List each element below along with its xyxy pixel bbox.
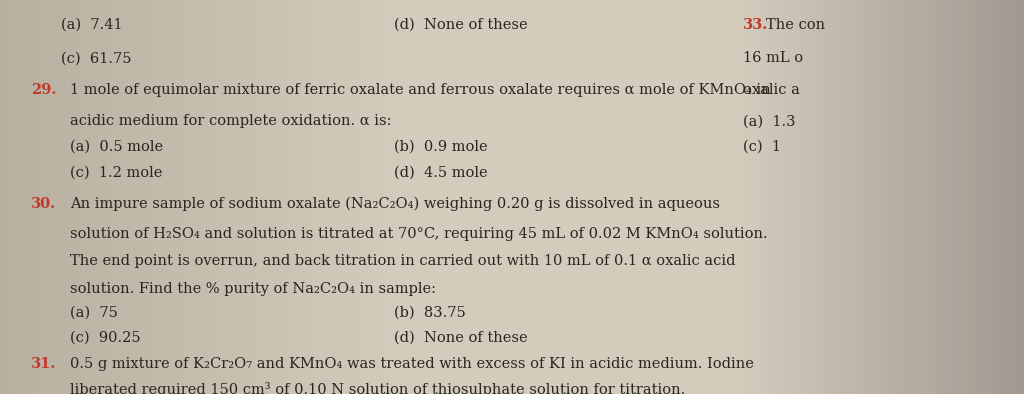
Text: (a)  1.3: (a) 1.3: [743, 114, 796, 128]
Text: solution of H₂SO₄ and solution is titrated at 70°C, requiring 45 mL of 0.02 M KM: solution of H₂SO₄ and solution is titrat…: [70, 227, 767, 241]
Text: 30.: 30.: [31, 197, 56, 211]
Text: oxalic a: oxalic a: [743, 83, 801, 97]
Text: (c)  90.25: (c) 90.25: [70, 331, 140, 345]
Text: 29.: 29.: [31, 83, 56, 97]
Text: (d)  None of these: (d) None of these: [394, 18, 527, 32]
Text: (d)  4.5 mole: (d) 4.5 mole: [394, 165, 487, 180]
Text: (a)  75: (a) 75: [70, 305, 118, 320]
Text: 0.5 g mixture of K₂Cr₂O₇ and KMnO₄ was treated with excess of KI in acidic mediu: 0.5 g mixture of K₂Cr₂O₇ and KMnO₄ was t…: [70, 357, 754, 371]
Text: (b)  0.9 mole: (b) 0.9 mole: [394, 140, 487, 154]
Text: The end point is overrun, and back titration in carried out with 10 mL of 0.1 α : The end point is overrun, and back titra…: [70, 254, 735, 268]
Text: 31.: 31.: [31, 357, 56, 371]
Text: (c)  1: (c) 1: [743, 140, 781, 154]
Text: The con: The con: [766, 18, 825, 32]
Text: (b)  83.75: (b) 83.75: [394, 305, 466, 320]
Text: (c)  1.2 mole: (c) 1.2 mole: [70, 165, 162, 180]
Text: 33.: 33.: [743, 18, 769, 32]
Text: solution. Find the % purity of Na₂C₂O₄ in sample:: solution. Find the % purity of Na₂C₂O₄ i…: [70, 282, 435, 296]
Text: (c)  61.75: (c) 61.75: [61, 51, 132, 65]
Text: (a)  0.5 mole: (a) 0.5 mole: [70, 140, 163, 154]
Text: (a)  7.41: (a) 7.41: [61, 18, 123, 32]
Text: 1 mole of equimolar mixture of ferric oxalate and ferrous oxalate requires α mol: 1 mole of equimolar mixture of ferric ox…: [70, 83, 770, 97]
Text: 16 mL o: 16 mL o: [743, 51, 804, 65]
Text: liberated required 150 cm³ of 0.10 N solution of thiosulphate solution for titra: liberated required 150 cm³ of 0.10 N sol…: [70, 382, 685, 394]
Text: (d)  None of these: (d) None of these: [394, 331, 527, 345]
Text: acidic medium for complete oxidation. α is:: acidic medium for complete oxidation. α …: [70, 114, 391, 128]
Text: An impure sample of sodium oxalate (Na₂C₂O₄) weighing 0.20 g is dissolved in aqu: An impure sample of sodium oxalate (Na₂C…: [70, 197, 720, 212]
